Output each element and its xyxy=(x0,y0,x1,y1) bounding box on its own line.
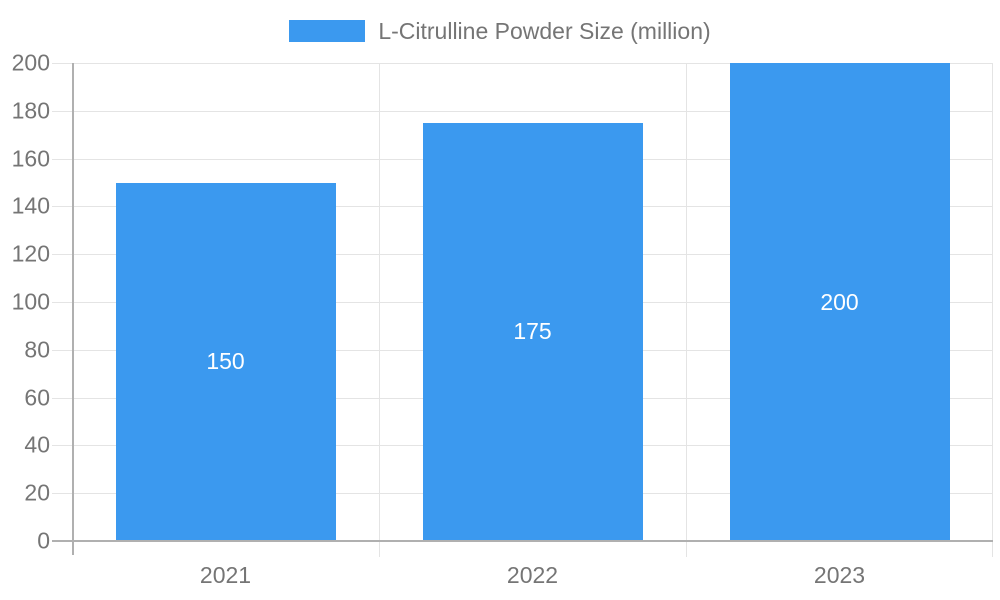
gridline-y-180 xyxy=(52,110,993,112)
y-axis-tick-label: 100 xyxy=(11,288,50,315)
y-axis-tick-label: 80 xyxy=(24,336,50,363)
y-axis-tick-label: 0 xyxy=(37,527,50,554)
y-axis-tick-label: 180 xyxy=(11,97,50,124)
y-axis-tick-label: 160 xyxy=(11,145,50,172)
gridline-x-boundary-3 xyxy=(992,63,993,557)
y-axis-line xyxy=(72,63,74,555)
bar-value-label: 175 xyxy=(513,318,552,345)
y-axis-tick-label: 60 xyxy=(24,384,50,411)
bar-value-label: 150 xyxy=(206,348,245,375)
y-axis-tick-label: 20 xyxy=(24,479,50,506)
y-axis-tick-label: 120 xyxy=(11,240,50,267)
legend-label: L-Citrulline Powder Size (million) xyxy=(378,17,711,44)
legend-swatch-icon xyxy=(289,20,366,42)
x-axis-line xyxy=(52,540,993,542)
bar-2022[interactable]: 175 xyxy=(422,122,643,541)
gridline-x-boundary-2 xyxy=(686,63,687,557)
bar-2023[interactable]: 200 xyxy=(729,63,950,541)
gridline-y-200 xyxy=(52,63,993,64)
gridline-x-boundary-1 xyxy=(379,63,380,557)
x-axis-tick-label: 2021 xyxy=(199,562,252,588)
bar-value-label: 200 xyxy=(820,288,859,315)
x-axis-tick-label: 2023 xyxy=(813,562,866,588)
y-axis-tick-label: 200 xyxy=(11,49,50,76)
chart-legend[interactable]: L-Citrulline Powder Size (million) xyxy=(0,18,1000,44)
x-axis-tick-label: 2022 xyxy=(506,562,559,588)
y-axis-tick-label: 140 xyxy=(11,192,50,219)
plot-area: 0 20 40 60 80 100 120 140 160 180 200 150 2021 175 202… xyxy=(12,50,993,588)
bar-2021[interactable]: 150 xyxy=(115,182,336,541)
y-axis-tick-label: 40 xyxy=(24,431,50,458)
